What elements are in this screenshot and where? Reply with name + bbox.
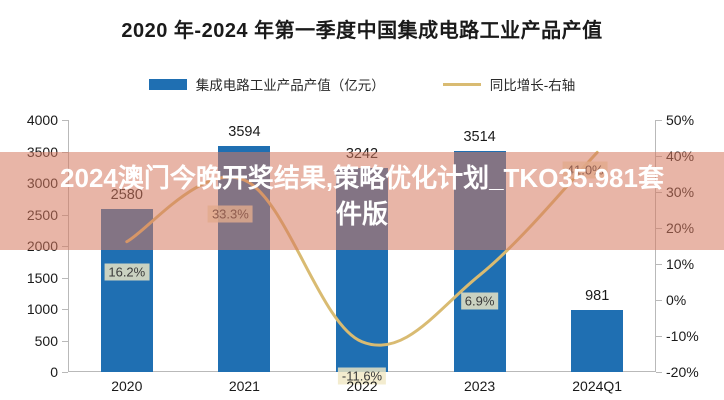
right-axis-tick-label: 20% — [666, 220, 695, 236]
left-axis-tick — [62, 120, 68, 121]
right-axis-tick-label: 40% — [666, 148, 695, 164]
right-axis-tick — [656, 300, 662, 301]
left-axis-tick-label: 1000 — [26, 301, 58, 317]
x-axis-label: 2024Q1 — [572, 378, 623, 394]
bar-slot[interactable] — [538, 120, 656, 372]
right-axis-tick-label: 0% — [666, 292, 687, 308]
right-axis-tick-label: 50% — [666, 112, 695, 128]
x-axis-label: 2022 — [346, 378, 378, 394]
x-axis-labels: 2020 2021 2022 2023 2024Q1 — [68, 378, 656, 398]
left-axis-tick — [62, 309, 68, 310]
legend-item-bar: 集成电路工业产品产值（亿元） — [148, 74, 385, 94]
legend-line-label: 同比增长-右轴 — [489, 78, 576, 93]
x-axis-label: 2021 — [228, 378, 260, 394]
right-axis-tick-label: 10% — [666, 256, 695, 272]
left-axis-tick-label: 3500 — [26, 143, 58, 160]
left-axis-tick-label: 0 — [50, 364, 58, 380]
legend-bar-swatch-icon — [148, 78, 187, 90]
right-axis-tick-label: 30% — [666, 184, 695, 200]
left-axis-tick-label: 4000 — [26, 112, 58, 128]
left-axis-tick-label: 2000 — [26, 238, 58, 254]
growth-value-label: -11.6% — [337, 367, 387, 385]
right-axis-tick-label: -20% — [666, 364, 699, 380]
right-axis-tick — [656, 336, 662, 337]
right-axis-tick — [656, 264, 662, 265]
growth-line-path — [125, 150, 599, 347]
growth-value-label: 6.9% — [460, 292, 499, 310]
bar[interactable] — [571, 310, 624, 372]
x-axis-label: 2023 — [464, 378, 496, 394]
left-axis-tick — [62, 277, 68, 279]
right-axis-tick-label: -10% — [666, 328, 699, 344]
right-axis-tick — [656, 120, 662, 121]
growth-value-label: 16.2% — [104, 263, 150, 281]
growth-value-label: 41.0% — [562, 161, 608, 179]
growth-value-label: 33.3% — [207, 205, 253, 223]
right-axis-tick — [656, 192, 662, 193]
chart-legend: 集成电路工业产品产值（亿元） 同比增长-右轴 — [0, 74, 724, 94]
chart-title: 2020 年-2024 年第一季度中国集成电路工业产品产值 — [121, 20, 603, 42]
right-axis-tick — [656, 156, 662, 157]
left-axis-tick-label: 3000 — [26, 175, 58, 191]
bar-value-label: 3514 — [463, 128, 496, 145]
bar-value-label: 3242 — [345, 145, 379, 162]
left-axis-tick-label: 2500 — [26, 206, 58, 223]
legend-bar-label: 集成电路工业产品产值（亿元） — [195, 78, 385, 93]
plot-area: 4000 3500 3000 2500 2000 1500 1000 500 0 50% 40% 3… — [27, 112, 699, 385]
legend-item-line: 同比增长-右轴 — [442, 74, 576, 94]
right-axis-tick — [656, 372, 662, 373]
left-axis-tick-label: 1500 — [26, 269, 58, 286]
right-axis-tick — [656, 228, 662, 229]
left-axis-tick — [62, 372, 68, 373]
bar-value-label: 3594 — [228, 123, 261, 140]
legend-line-swatch-icon — [442, 82, 481, 86]
left-axis-tick — [62, 340, 68, 342]
bar-value-label: 981 — [585, 288, 610, 305]
left-axis-tick-label: 500 — [34, 332, 58, 349]
bar-value-label: 2580 — [110, 187, 143, 204]
x-axis-label: 2020 — [111, 378, 143, 394]
